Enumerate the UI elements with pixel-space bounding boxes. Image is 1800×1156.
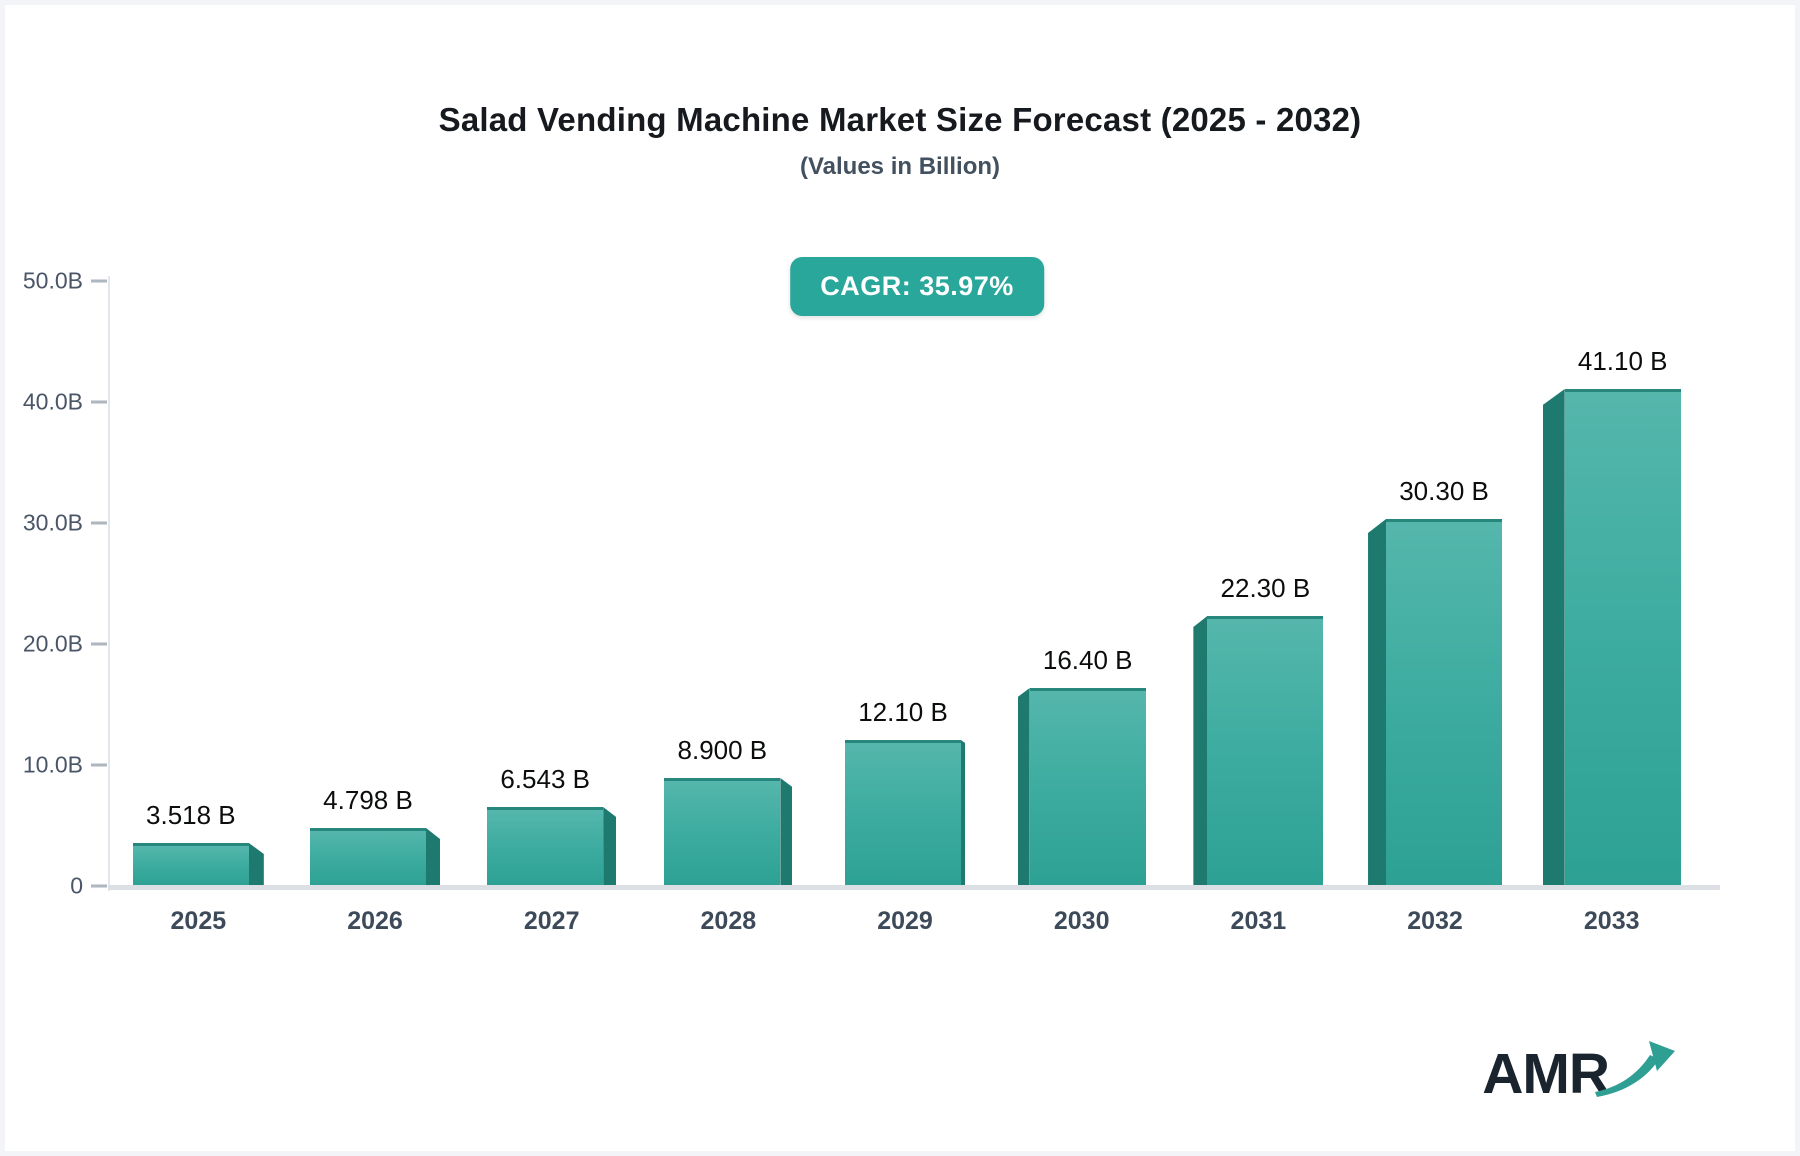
bars-row: 3.518 B 4.798 B 6.543 B 8.900 B 12.10 B 16.40…: [110, 281, 1700, 886]
bar-side-face: [780, 778, 793, 886]
bar-slot: 30.30 B: [1347, 281, 1524, 886]
bar-face: [132, 843, 249, 886]
y-tick-label: 20.0B: [22, 630, 83, 657]
bar-value-label: 6.543 B: [500, 764, 590, 794]
bar: 16.40 B: [1017, 645, 1146, 886]
bar-value-label: 12.10 B: [858, 697, 948, 727]
bar-value-label: 41.10 B: [1577, 346, 1668, 376]
y-tick-label: 10.0B: [22, 751, 83, 778]
bar: 3.518 B: [132, 800, 264, 886]
x-axis: 2025 2026 2027 2028 2029 2030 2031 2032 2033: [110, 907, 1700, 936]
growth-arrow-icon: [1595, 1041, 1675, 1097]
bar-side-face: [1542, 389, 1565, 886]
bar-slot: 12.10 B: [817, 281, 994, 886]
x-tick-label: 2026: [347, 907, 403, 935]
x-tick-label: 2025: [170, 907, 227, 935]
x-tick-label: 2027: [523, 907, 580, 935]
bar-slot: 8.900 B: [640, 281, 817, 886]
y-tick-mark: [91, 400, 107, 404]
cagr-badge: CAGR: 35.97%: [790, 257, 1044, 316]
bar: 6.543 B: [487, 764, 617, 886]
bar: 22.30 B: [1193, 573, 1324, 886]
bar-face: [487, 807, 604, 886]
bar: 41.10 B: [1542, 346, 1681, 886]
bar-value-label: 30.30 B: [1399, 476, 1489, 506]
amr-logo-text: AMR: [1482, 1042, 1610, 1106]
chart-card: Salad Vending Machine Market Size Foreca…: [5, 5, 1795, 1151]
bar-value-label: 4.798 B: [323, 785, 413, 815]
bar: 12.10 B: [845, 697, 966, 886]
x-tick-label: 2030: [1053, 907, 1110, 935]
bar-value-label: 22.30 B: [1220, 573, 1311, 603]
y-tick-label: 0: [70, 872, 83, 899]
bar-side-face: [1368, 519, 1387, 886]
bar-side-face: [1017, 688, 1030, 886]
bar-face: [1207, 616, 1324, 886]
y-tick-mark: [91, 884, 107, 888]
bar-side-face: [603, 807, 617, 886]
bar-value-label: 16.40 B: [1042, 645, 1133, 675]
bar: 4.798 B: [310, 785, 440, 886]
chart-subtitle: (Values in Billion): [799, 153, 1001, 180]
bar-face: [845, 740, 962, 886]
bar-side-face: [426, 828, 440, 886]
bar-side-face: [248, 843, 264, 886]
bar-slot: 3.518 B: [110, 281, 287, 886]
y-tick-mark: [91, 279, 107, 283]
y-tick-label: 50.0B: [22, 267, 83, 294]
bar-side-face: [961, 740, 966, 886]
y-tick-label: 30.0B: [22, 509, 83, 536]
bar-side-face: [1193, 616, 1208, 886]
bar: 30.30 B: [1368, 476, 1503, 886]
y-tick-mark: [91, 521, 107, 525]
bar-face: [1564, 389, 1681, 886]
bar-face: [1029, 688, 1146, 886]
y-axis-line: [108, 276, 110, 891]
bar-slot: 6.543 B: [463, 281, 640, 886]
bar: 8.900 B: [664, 735, 793, 886]
bar-face: [664, 778, 781, 886]
bar-slot: 16.40 B: [993, 281, 1170, 886]
bar-face: [1386, 519, 1503, 886]
x-axis-line: [108, 885, 1720, 890]
x-tick-label: 2028: [700, 907, 757, 935]
plot-area: 3.518 B 4.798 B 6.543 B 8.900 B 12.10 B 16.40…: [108, 276, 1720, 891]
amr-logo: AMR: [1482, 1039, 1677, 1103]
x-tick-label: 2033: [1583, 907, 1640, 935]
x-tick-label: 2031: [1230, 907, 1287, 935]
bar-slot: 4.798 B: [287, 281, 464, 886]
bar-value-label: 3.518 B: [146, 800, 236, 830]
bar-face: [310, 828, 426, 886]
chart-title: Salad Vending Machine Market Size Foreca…: [438, 101, 1362, 138]
y-tick-label: 40.0B: [22, 388, 83, 415]
bar-slot: 41.10 B: [1523, 281, 1700, 886]
bar-slot: 22.30 B: [1170, 281, 1347, 886]
bar-value-label: 8.900 B: [677, 735, 768, 765]
x-tick-label: 2029: [877, 907, 933, 935]
y-tick-mark: [91, 763, 107, 767]
y-tick-mark: [91, 642, 107, 646]
x-tick-label: 2032: [1407, 907, 1463, 935]
